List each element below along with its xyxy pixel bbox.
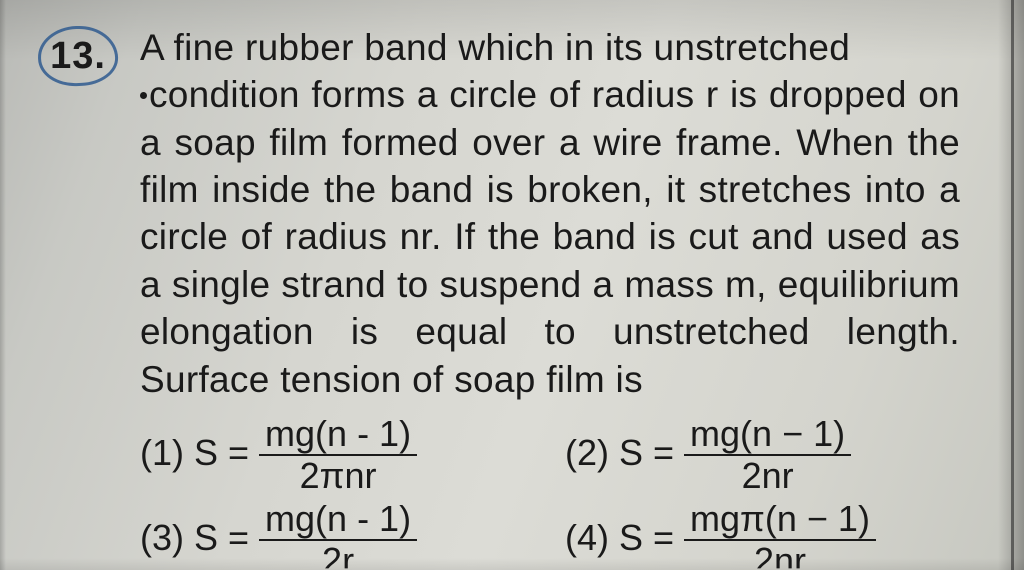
option-3-denominator: 2r — [316, 541, 360, 570]
page: 13. A fine rubber band which in its unst… — [0, 0, 1024, 570]
option-2-lhs: S = — [619, 435, 674, 471]
option-2-numerator: mg(n − 1) — [684, 415, 851, 454]
option-2: (2) S = mg(n − 1) 2nr — [565, 413, 960, 493]
option-2-label: (2) — [565, 435, 609, 471]
option-4: (4) S = mgπ(n − 1) 2nr — [565, 498, 960, 570]
option-2-denominator: 2nr — [736, 456, 800, 495]
option-4-denominator: 2nr — [748, 541, 812, 570]
option-1-lhs: S = — [194, 435, 249, 471]
option-4-label: (4) — [565, 520, 609, 556]
option-1: (1) S = mg(n - 1) 2πnr — [140, 413, 535, 493]
option-3-numerator: mg(n - 1) — [259, 500, 417, 539]
option-3-fraction: mg(n - 1) 2r — [259, 500, 417, 570]
fraction-bar — [684, 539, 876, 541]
question-text-line1: A fine rubber band which in its unstretc… — [140, 27, 850, 68]
option-4-fraction: mgπ(n − 1) 2nr — [684, 500, 876, 570]
option-3: (3) S = mg(n - 1) 2r — [140, 498, 535, 570]
option-2-fraction: mg(n − 1) 2nr — [684, 415, 851, 495]
page-right-rule — [1011, 0, 1014, 570]
page-left-shadow — [0, 0, 6, 570]
option-1-denominator: 2πnr — [294, 456, 383, 495]
option-1-fraction: mg(n - 1) 2πnr — [259, 415, 417, 495]
option-3-label: (3) — [140, 520, 184, 556]
question-text-rest: condition forms a circle of radius r is … — [140, 74, 960, 399]
option-1-numerator: mg(n - 1) — [259, 415, 417, 454]
fraction-bar — [259, 539, 417, 541]
options-grid: (1) S = mg(n - 1) 2πnr (2) S = mg(n − 1)… — [140, 413, 986, 570]
option-4-lhs: S = — [619, 520, 674, 556]
bullet-dot-icon — [140, 92, 147, 99]
option-4-numerator: mgπ(n − 1) — [684, 500, 876, 539]
question-number: 13. — [38, 24, 118, 88]
question-number-wrap: 13. — [38, 24, 124, 98]
option-3-lhs: S = — [194, 520, 249, 556]
option-1-label: (1) — [140, 435, 184, 471]
question-row: 13. A fine rubber band which in its unst… — [38, 24, 986, 403]
question-text: A fine rubber band which in its unstretc… — [140, 24, 986, 403]
